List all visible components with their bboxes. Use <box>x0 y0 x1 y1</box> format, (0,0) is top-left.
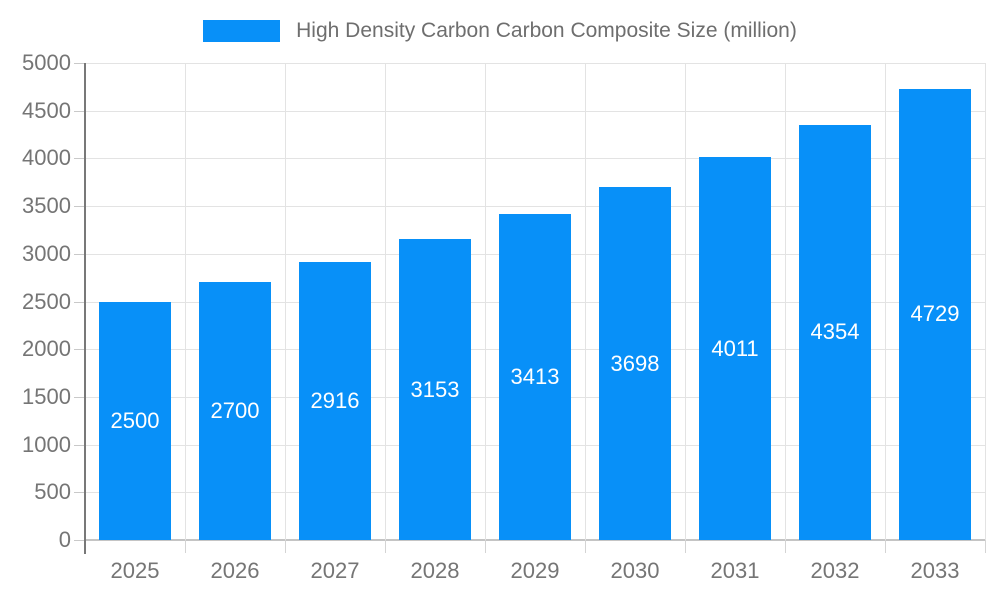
bar-value-label: 2500 <box>110 407 160 433</box>
bar: 2700 <box>199 282 271 540</box>
y-tick-label: 4000 <box>22 145 71 170</box>
x-tick-label: 2026 <box>210 558 260 583</box>
y-tick-mark <box>74 206 85 207</box>
bar-value-label: 2916 <box>310 387 360 413</box>
x-tick-mark <box>185 540 186 553</box>
x-tick-label: 2028 <box>410 558 460 583</box>
bar-value-label: 4354 <box>810 319 860 345</box>
gridline-vertical <box>885 63 886 540</box>
y-tick-mark <box>74 158 85 159</box>
x-tick-label: 2030 <box>610 558 660 583</box>
bar: 4354 <box>799 124 871 540</box>
x-tick-mark <box>385 540 386 553</box>
x-tick-mark <box>685 540 686 553</box>
y-tick-label: 4500 <box>22 98 71 123</box>
y-tick-label: 2500 <box>22 289 71 314</box>
gridline-vertical <box>185 63 186 540</box>
y-tick-mark <box>74 63 85 64</box>
bar-value-label: 2700 <box>210 398 260 424</box>
x-tick-label: 2029 <box>510 558 560 583</box>
y-tick-mark <box>74 254 85 255</box>
gridline-horizontal <box>85 63 985 64</box>
gridline-vertical <box>485 63 486 540</box>
bar-value-label: 4729 <box>910 301 960 327</box>
bar-value-label: 3153 <box>410 376 460 402</box>
gridline-vertical <box>385 63 386 540</box>
x-tick-label: 2031 <box>710 558 760 583</box>
x-tick-mark <box>585 540 586 553</box>
y-axis-line <box>84 63 86 554</box>
legend-label: High Density Carbon Carbon Composite Siz… <box>296 19 797 42</box>
bar-value-label: 3698 <box>610 350 660 376</box>
x-tick-label: 2032 <box>810 558 860 583</box>
gridline-vertical <box>685 63 686 540</box>
gridline-vertical <box>585 63 586 540</box>
bar: 4011 <box>699 157 771 540</box>
x-tick-mark <box>485 540 486 553</box>
bar: 4729 <box>899 88 971 540</box>
x-tick-mark <box>885 540 886 553</box>
gridline-horizontal <box>85 158 985 159</box>
bar: 2916 <box>299 261 371 540</box>
bar-value-label: 3413 <box>510 364 560 390</box>
y-tick-label: 0 <box>58 527 71 552</box>
y-tick-mark <box>74 349 85 350</box>
y-tick-label: 1000 <box>22 432 71 457</box>
y-tick-label: 2000 <box>22 336 71 361</box>
y-tick-label: 3500 <box>22 193 71 218</box>
x-tick-label: 2033 <box>910 558 960 583</box>
y-tick-mark <box>74 445 85 446</box>
y-tick-label: 1500 <box>22 384 71 409</box>
y-tick-mark <box>74 492 85 493</box>
gridline-horizontal <box>85 111 985 112</box>
x-axis-baseline <box>85 539 985 541</box>
y-tick-label: 5000 <box>22 50 71 75</box>
bar-value-label: 4011 <box>711 335 759 361</box>
x-tick-mark <box>285 540 286 553</box>
legend: High Density Carbon Carbon Composite Siz… <box>0 18 1000 44</box>
x-tick-label: 2025 <box>110 558 160 583</box>
x-tick-mark <box>785 540 786 553</box>
x-tick-mark <box>985 540 986 553</box>
bar: 3413 <box>499 214 571 540</box>
y-tick-mark <box>74 302 85 303</box>
y-tick-label: 500 <box>34 479 71 504</box>
bar: 3153 <box>399 239 471 540</box>
x-tick-label: 2027 <box>310 558 360 583</box>
gridline-horizontal <box>85 206 985 207</box>
y-tick-mark <box>74 111 85 112</box>
y-tick-label: 3000 <box>22 241 71 266</box>
y-tick-mark <box>74 397 85 398</box>
y-tick-mark <box>74 540 85 541</box>
bar: 2500 <box>99 301 171 540</box>
gridline-vertical <box>785 63 786 540</box>
gridline-vertical <box>285 63 286 540</box>
gridline-vertical <box>985 63 986 540</box>
bar: 3698 <box>599 187 671 540</box>
legend-swatch <box>203 20 281 42</box>
